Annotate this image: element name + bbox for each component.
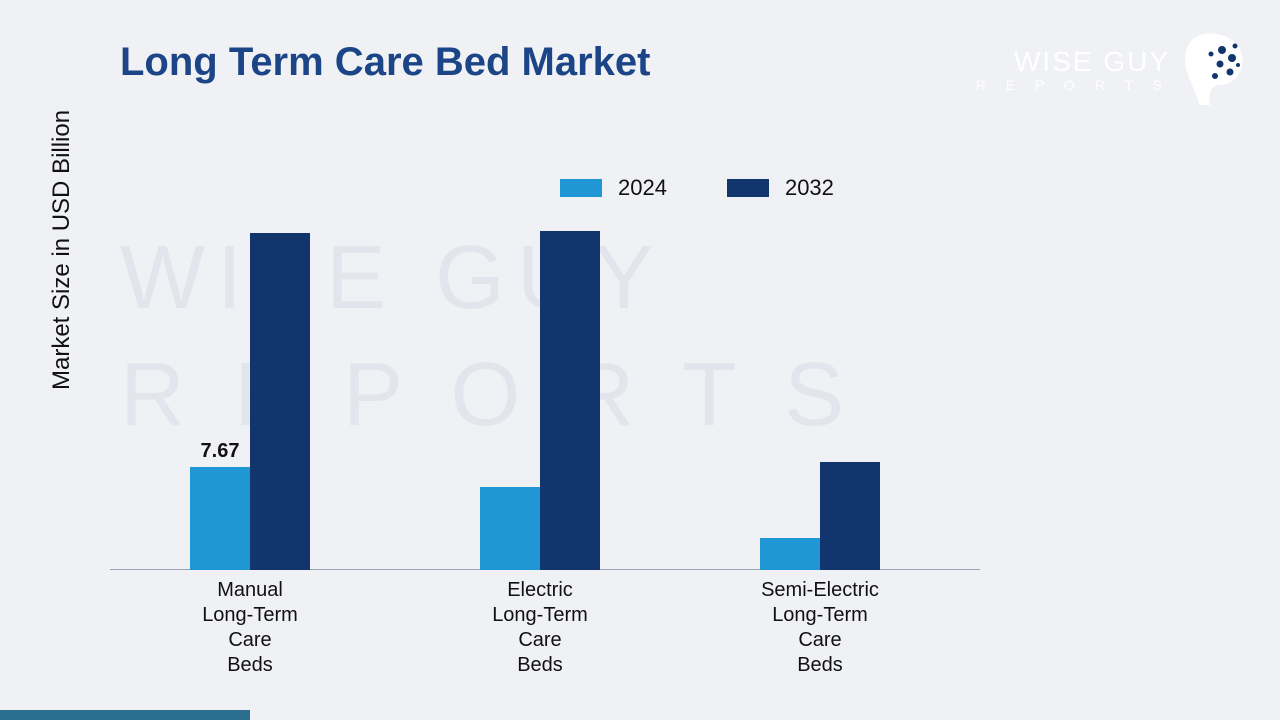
bar	[480, 487, 540, 570]
brand-name-sub: R E P O R T S	[976, 78, 1170, 92]
bar	[250, 233, 310, 570]
category-label: ElectricLong-TermCareBeds	[450, 578, 630, 678]
legend-item-2032: 2032	[727, 175, 834, 201]
bar	[190, 467, 250, 570]
bottom-accent-bar	[0, 710, 250, 720]
legend-swatch-2024	[560, 179, 602, 197]
bar	[760, 538, 820, 570]
brand-head-icon	[1180, 30, 1250, 110]
legend-item-2024: 2024	[560, 175, 667, 201]
chart-legend: 2024 2032	[560, 175, 834, 201]
legend-label-2024: 2024	[618, 175, 667, 201]
bar	[540, 231, 600, 570]
chart-title: Long Term Care Bed Market	[120, 40, 651, 85]
category-label: Semi-ElectricLong-TermCareBeds	[730, 578, 910, 678]
brand-name-main: WISE GUY	[976, 48, 1170, 76]
bar-value-label: 7.67	[180, 440, 260, 463]
chart-plot-area: 7.67ManualLong-TermCareBedsElectricLong-…	[110, 220, 980, 570]
chart-ylabel: Market Size in USD Billion	[48, 110, 76, 390]
bar	[820, 462, 880, 570]
legend-swatch-2032	[727, 179, 769, 197]
category-label: ManualLong-TermCareBeds	[160, 578, 340, 678]
legend-label-2032: 2032	[785, 175, 834, 201]
brand-logo: WISE GUY R E P O R T S	[976, 30, 1250, 110]
page-root: WISE GUY R E P O R T S Long Term Care Be…	[0, 0, 1280, 720]
brand-logo-text: WISE GUY R E P O R T S	[976, 48, 1170, 92]
